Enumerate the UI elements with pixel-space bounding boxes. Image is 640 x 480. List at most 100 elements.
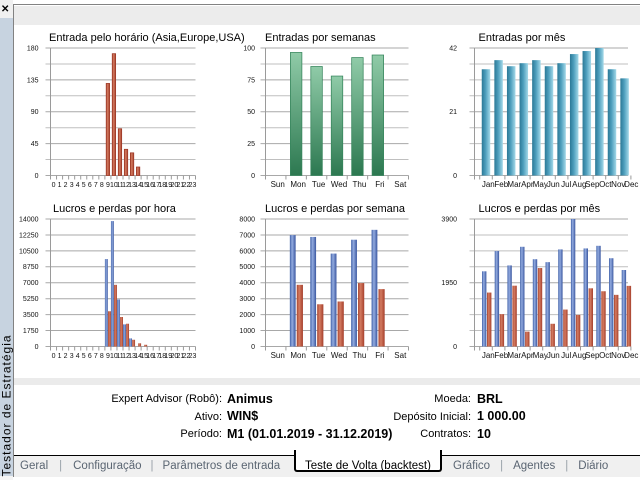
svg-text:22: 22 bbox=[183, 182, 191, 189]
svg-text:Jan: Jan bbox=[482, 351, 495, 360]
svg-text:Aug: Aug bbox=[572, 351, 586, 360]
svg-text:Wed: Wed bbox=[331, 351, 347, 360]
svg-text:20: 20 bbox=[170, 182, 178, 189]
svg-text:Sep: Sep bbox=[585, 351, 600, 360]
svg-text:3500: 3500 bbox=[23, 312, 39, 319]
svg-text:17: 17 bbox=[152, 182, 160, 189]
svg-text:42: 42 bbox=[449, 45, 457, 52]
svg-text:Thu: Thu bbox=[353, 180, 367, 189]
svg-text:6: 6 bbox=[88, 353, 92, 360]
svg-text:Jan: Jan bbox=[482, 180, 495, 189]
svg-text:3900: 3900 bbox=[441, 216, 457, 223]
svg-text:0: 0 bbox=[35, 344, 39, 351]
svg-text:25: 25 bbox=[247, 141, 255, 148]
svg-text:50: 50 bbox=[247, 109, 255, 116]
svg-text:3: 3 bbox=[70, 182, 74, 189]
svg-text:Tue: Tue bbox=[312, 180, 326, 189]
svg-text:13: 13 bbox=[128, 353, 136, 360]
svg-text:Tue: Tue bbox=[312, 351, 326, 360]
svg-text:Oct: Oct bbox=[599, 180, 612, 189]
svg-text:4000: 4000 bbox=[239, 280, 255, 287]
svg-text:180: 180 bbox=[27, 45, 39, 52]
svg-text:Lucros e perdas por semana: Lucros e perdas por semana bbox=[265, 203, 406, 215]
svg-text:Entradas por mês: Entradas por mês bbox=[479, 32, 566, 44]
svg-text:6000: 6000 bbox=[239, 248, 255, 255]
svg-text:Apr: Apr bbox=[521, 180, 534, 189]
svg-text:19: 19 bbox=[164, 182, 172, 189]
svg-text:17: 17 bbox=[152, 353, 160, 360]
svg-text:75: 75 bbox=[247, 77, 255, 84]
svg-text:Thu: Thu bbox=[353, 351, 367, 360]
svg-text:May: May bbox=[533, 180, 548, 189]
svg-text:1000: 1000 bbox=[239, 328, 255, 335]
svg-text:0: 0 bbox=[251, 173, 255, 180]
svg-text:22: 22 bbox=[183, 353, 191, 360]
svg-text:Fri: Fri bbox=[375, 351, 385, 360]
svg-text:5250: 5250 bbox=[23, 296, 39, 303]
svg-text:14000: 14000 bbox=[19, 216, 39, 223]
svg-text:10: 10 bbox=[110, 353, 118, 360]
svg-text:Entrada pelo horário (Asia,Eur: Entrada pelo horário (Asia,Europe,USA) bbox=[49, 32, 245, 44]
svg-text:Apr: Apr bbox=[521, 351, 534, 360]
svg-text:10500: 10500 bbox=[19, 248, 39, 255]
svg-text:1: 1 bbox=[58, 353, 62, 360]
svg-text:Dec: Dec bbox=[624, 180, 638, 189]
svg-text:21: 21 bbox=[177, 353, 185, 360]
svg-text:Mar: Mar bbox=[507, 180, 521, 189]
svg-text:May: May bbox=[533, 351, 548, 360]
svg-text:1950: 1950 bbox=[441, 280, 457, 287]
svg-text:Oct: Oct bbox=[599, 351, 612, 360]
svg-text:0: 0 bbox=[35, 173, 39, 180]
svg-text:Sun: Sun bbox=[271, 180, 285, 189]
svg-text:0: 0 bbox=[52, 353, 56, 360]
svg-text:0: 0 bbox=[251, 344, 255, 351]
svg-text:0: 0 bbox=[453, 344, 457, 351]
svg-text:8000: 8000 bbox=[239, 216, 255, 223]
svg-text:90: 90 bbox=[31, 109, 39, 116]
svg-text:1: 1 bbox=[58, 182, 62, 189]
svg-text:Lucros e perdas por hora: Lucros e perdas por hora bbox=[53, 203, 177, 215]
svg-text:6: 6 bbox=[88, 182, 92, 189]
svg-text:12250: 12250 bbox=[19, 232, 39, 239]
svg-text:Fri: Fri bbox=[375, 180, 385, 189]
svg-text:Mon: Mon bbox=[290, 351, 306, 360]
svg-text:18: 18 bbox=[158, 182, 166, 189]
svg-text:Sat: Sat bbox=[394, 180, 407, 189]
svg-text:Aug: Aug bbox=[572, 180, 586, 189]
svg-text:Jun: Jun bbox=[547, 180, 560, 189]
svg-text:21: 21 bbox=[449, 109, 457, 116]
svg-text:45: 45 bbox=[31, 141, 39, 148]
svg-text:5: 5 bbox=[82, 353, 86, 360]
svg-text:Dec: Dec bbox=[624, 351, 638, 360]
svg-text:9: 9 bbox=[106, 182, 110, 189]
svg-text:Sat: Sat bbox=[394, 351, 407, 360]
svg-text:10: 10 bbox=[110, 182, 118, 189]
svg-text:Wed: Wed bbox=[331, 180, 347, 189]
svg-text:23: 23 bbox=[189, 182, 197, 189]
svg-text:12: 12 bbox=[122, 182, 130, 189]
svg-text:0: 0 bbox=[453, 173, 457, 180]
svg-text:7000: 7000 bbox=[239, 232, 255, 239]
svg-text:18: 18 bbox=[158, 353, 166, 360]
svg-text:7: 7 bbox=[94, 353, 98, 360]
svg-text:8: 8 bbox=[100, 353, 104, 360]
svg-text:14: 14 bbox=[134, 353, 142, 360]
svg-text:5000: 5000 bbox=[239, 264, 255, 271]
svg-text:Mon: Mon bbox=[290, 180, 306, 189]
svg-text:Sep: Sep bbox=[585, 180, 600, 189]
svg-text:Entradas por semanas: Entradas por semanas bbox=[265, 32, 376, 44]
svg-text:Mar: Mar bbox=[507, 351, 521, 360]
svg-text:11: 11 bbox=[116, 353, 123, 360]
svg-text:Feb: Feb bbox=[494, 180, 508, 189]
svg-text:8: 8 bbox=[100, 182, 104, 189]
svg-text:13: 13 bbox=[128, 182, 136, 189]
svg-text:Jul: Jul bbox=[561, 180, 571, 189]
svg-text:135: 135 bbox=[27, 77, 39, 84]
svg-text:7: 7 bbox=[94, 182, 98, 189]
svg-text:Jun: Jun bbox=[547, 351, 560, 360]
svg-text:23: 23 bbox=[189, 353, 197, 360]
svg-text:16: 16 bbox=[146, 182, 154, 189]
svg-text:4: 4 bbox=[76, 353, 80, 360]
svg-text:Nov: Nov bbox=[611, 351, 625, 360]
svg-text:11: 11 bbox=[116, 182, 123, 189]
